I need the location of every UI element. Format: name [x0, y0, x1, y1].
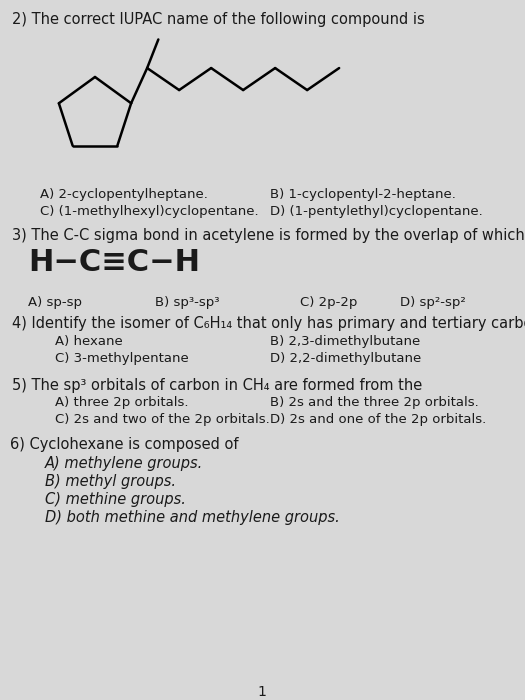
Text: C) methine groups.: C) methine groups. [45, 492, 186, 507]
Text: A) sp-sp: A) sp-sp [28, 296, 82, 309]
Text: 6) Cyclohexane is composed of: 6) Cyclohexane is composed of [10, 437, 238, 452]
Text: C) 3-methylpentane: C) 3-methylpentane [55, 352, 189, 365]
Text: A) hexane: A) hexane [55, 335, 123, 348]
Text: C) (1-methylhexyl)cyclopentane.: C) (1-methylhexyl)cyclopentane. [40, 205, 259, 218]
Text: C) 2p-2p: C) 2p-2p [300, 296, 358, 309]
Text: B) 2,3-dimethylbutane: B) 2,3-dimethylbutane [270, 335, 420, 348]
Text: 1: 1 [258, 685, 266, 699]
Text: B) 2s and the three 2p orbitals.: B) 2s and the three 2p orbitals. [270, 396, 479, 409]
Text: 3) The C-C sigma bond in acetylene is formed by the overlap of which two orbital: 3) The C-C sigma bond in acetylene is fo… [12, 228, 525, 243]
Text: H−C≡C−H: H−C≡C−H [28, 248, 200, 277]
Text: B) 1-cyclopentyl-2-heptane.: B) 1-cyclopentyl-2-heptane. [270, 188, 456, 201]
Text: D) both methine and methylene groups.: D) both methine and methylene groups. [45, 510, 340, 525]
Text: D) 2s and one of the 2p orbitals.: D) 2s and one of the 2p orbitals. [270, 413, 486, 426]
Text: B) sp³-sp³: B) sp³-sp³ [155, 296, 219, 309]
Text: D) sp²-sp²: D) sp²-sp² [400, 296, 466, 309]
Text: C) 2s and two of the 2p orbitals.: C) 2s and two of the 2p orbitals. [55, 413, 270, 426]
Text: 5) The sp³ orbitals of carbon in CH₄ are formed from the: 5) The sp³ orbitals of carbon in CH₄ are… [12, 378, 422, 393]
Text: 4) Identify the isomer of C₆H₁₄ that only has primary and tertiary carbons.: 4) Identify the isomer of C₆H₁₄ that onl… [12, 316, 525, 331]
Text: A) 2-cyclopentylheptane.: A) 2-cyclopentylheptane. [40, 188, 208, 201]
Text: D) 2,2-dimethylbutane: D) 2,2-dimethylbutane [270, 352, 421, 365]
Text: A) three 2p orbitals.: A) three 2p orbitals. [55, 396, 188, 409]
Text: A) methylene groups.: A) methylene groups. [45, 456, 203, 471]
Text: 2) The correct IUPAC name of the following compound is: 2) The correct IUPAC name of the followi… [12, 12, 425, 27]
Text: B) methyl groups.: B) methyl groups. [45, 474, 176, 489]
Text: D) (1-pentylethyl)cyclopentane.: D) (1-pentylethyl)cyclopentane. [270, 205, 483, 218]
